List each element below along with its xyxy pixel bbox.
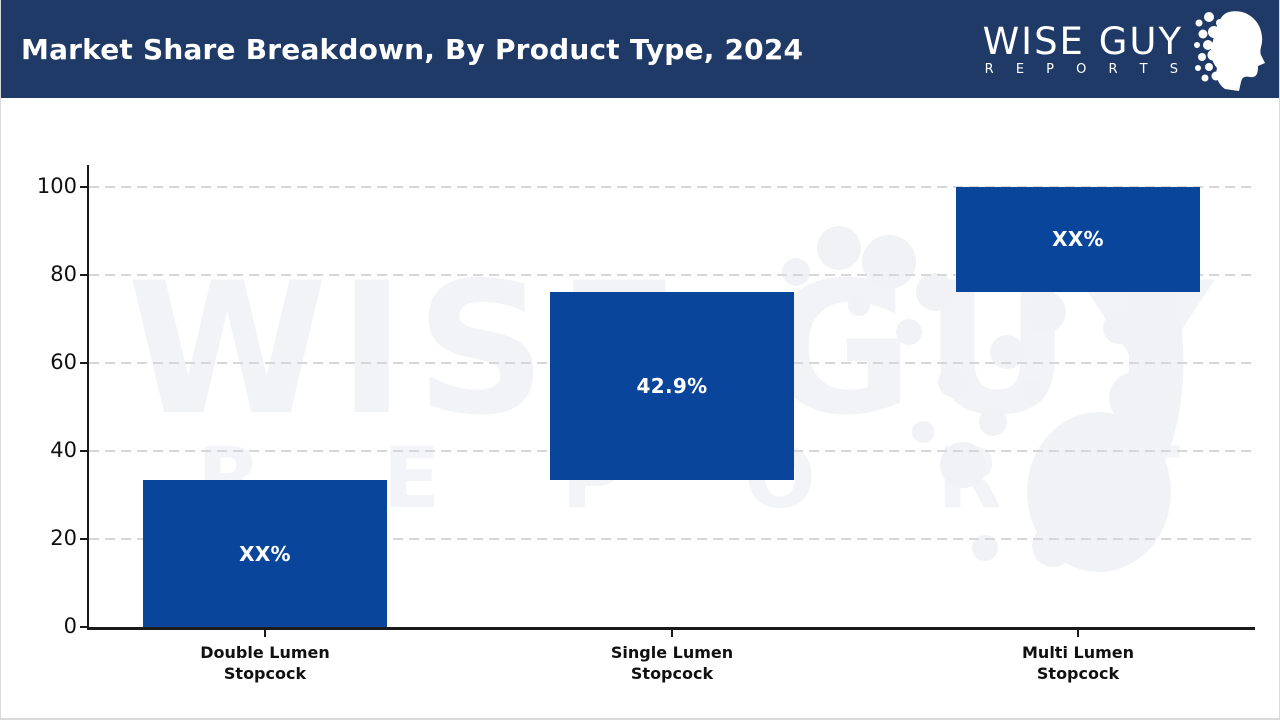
y-tick-label: 20 [50,526,77,550]
x-axis-line [87,627,1255,630]
logo-text: WISE GUY R E P O R T S [979,19,1187,78]
dotted-face-icon [1194,11,1265,91]
page-title: Market Share Breakdown, By Product Type,… [21,32,804,66]
gridline-80 [89,274,1255,276]
x-category-label-line: Single Lumen [610,643,734,662]
bar-double-lumen-stopcock: XX% [143,480,387,627]
y-tick-label: 100 [36,174,77,198]
x-tick-mark [671,629,673,637]
y-tick-mark [80,274,89,276]
y-tick-mark [80,450,89,452]
x-tick-mark [1077,629,1079,637]
y-tick-mark [80,626,89,628]
x-tick-mark [264,629,266,637]
y-axis-line [87,165,89,629]
bar-multi-lumen-stopcock: XX% [956,187,1200,292]
y-tick-label: 40 [50,438,77,462]
bar-value-label: 42.9% [636,374,708,399]
x-category-label: Double Lumen Stopcock [135,642,395,684]
y-tick-mark [80,538,89,540]
y-tick-mark [80,362,89,364]
x-category-label: Multi Lumen Stopcock [948,642,1208,684]
x-category-label-line: Multi Lumen [1022,643,1134,662]
bar-value-label: XX% [239,541,291,566]
gridline-20 [89,538,1255,540]
bar-chart: 0 20 40 60 80 100 XX% Double Lumen Stopcock 42.9%… [1,98,1279,718]
logo-subtitle: R E P O R T S [984,62,1187,78]
x-category-label-line: Stopcock [630,664,714,684]
header-bar: Market Share Breakdown, By Product Type,… [1,0,1279,98]
bar-value-label: XX% [1052,227,1104,252]
x-category-label-line: Stopcock [223,664,307,684]
wise-guy-reports-logo: WISE GUY R E P O R T S [983,6,1267,94]
y-tick-mark [80,186,89,188]
x-category-label-line: Stopcock [1036,664,1120,684]
bar-single-lumen-stopcock: 42.9% [550,291,794,481]
y-tick-label: 80 [50,262,77,286]
y-tick-label: 0 [63,614,77,638]
x-category-label: Single Lumen Stopcock [542,642,802,684]
logo-wordmark: WISE GUY [982,19,1184,63]
gridline-100 [89,186,1255,188]
x-category-label-line: Double Lumen [200,643,330,662]
y-tick-label: 60 [50,350,77,374]
